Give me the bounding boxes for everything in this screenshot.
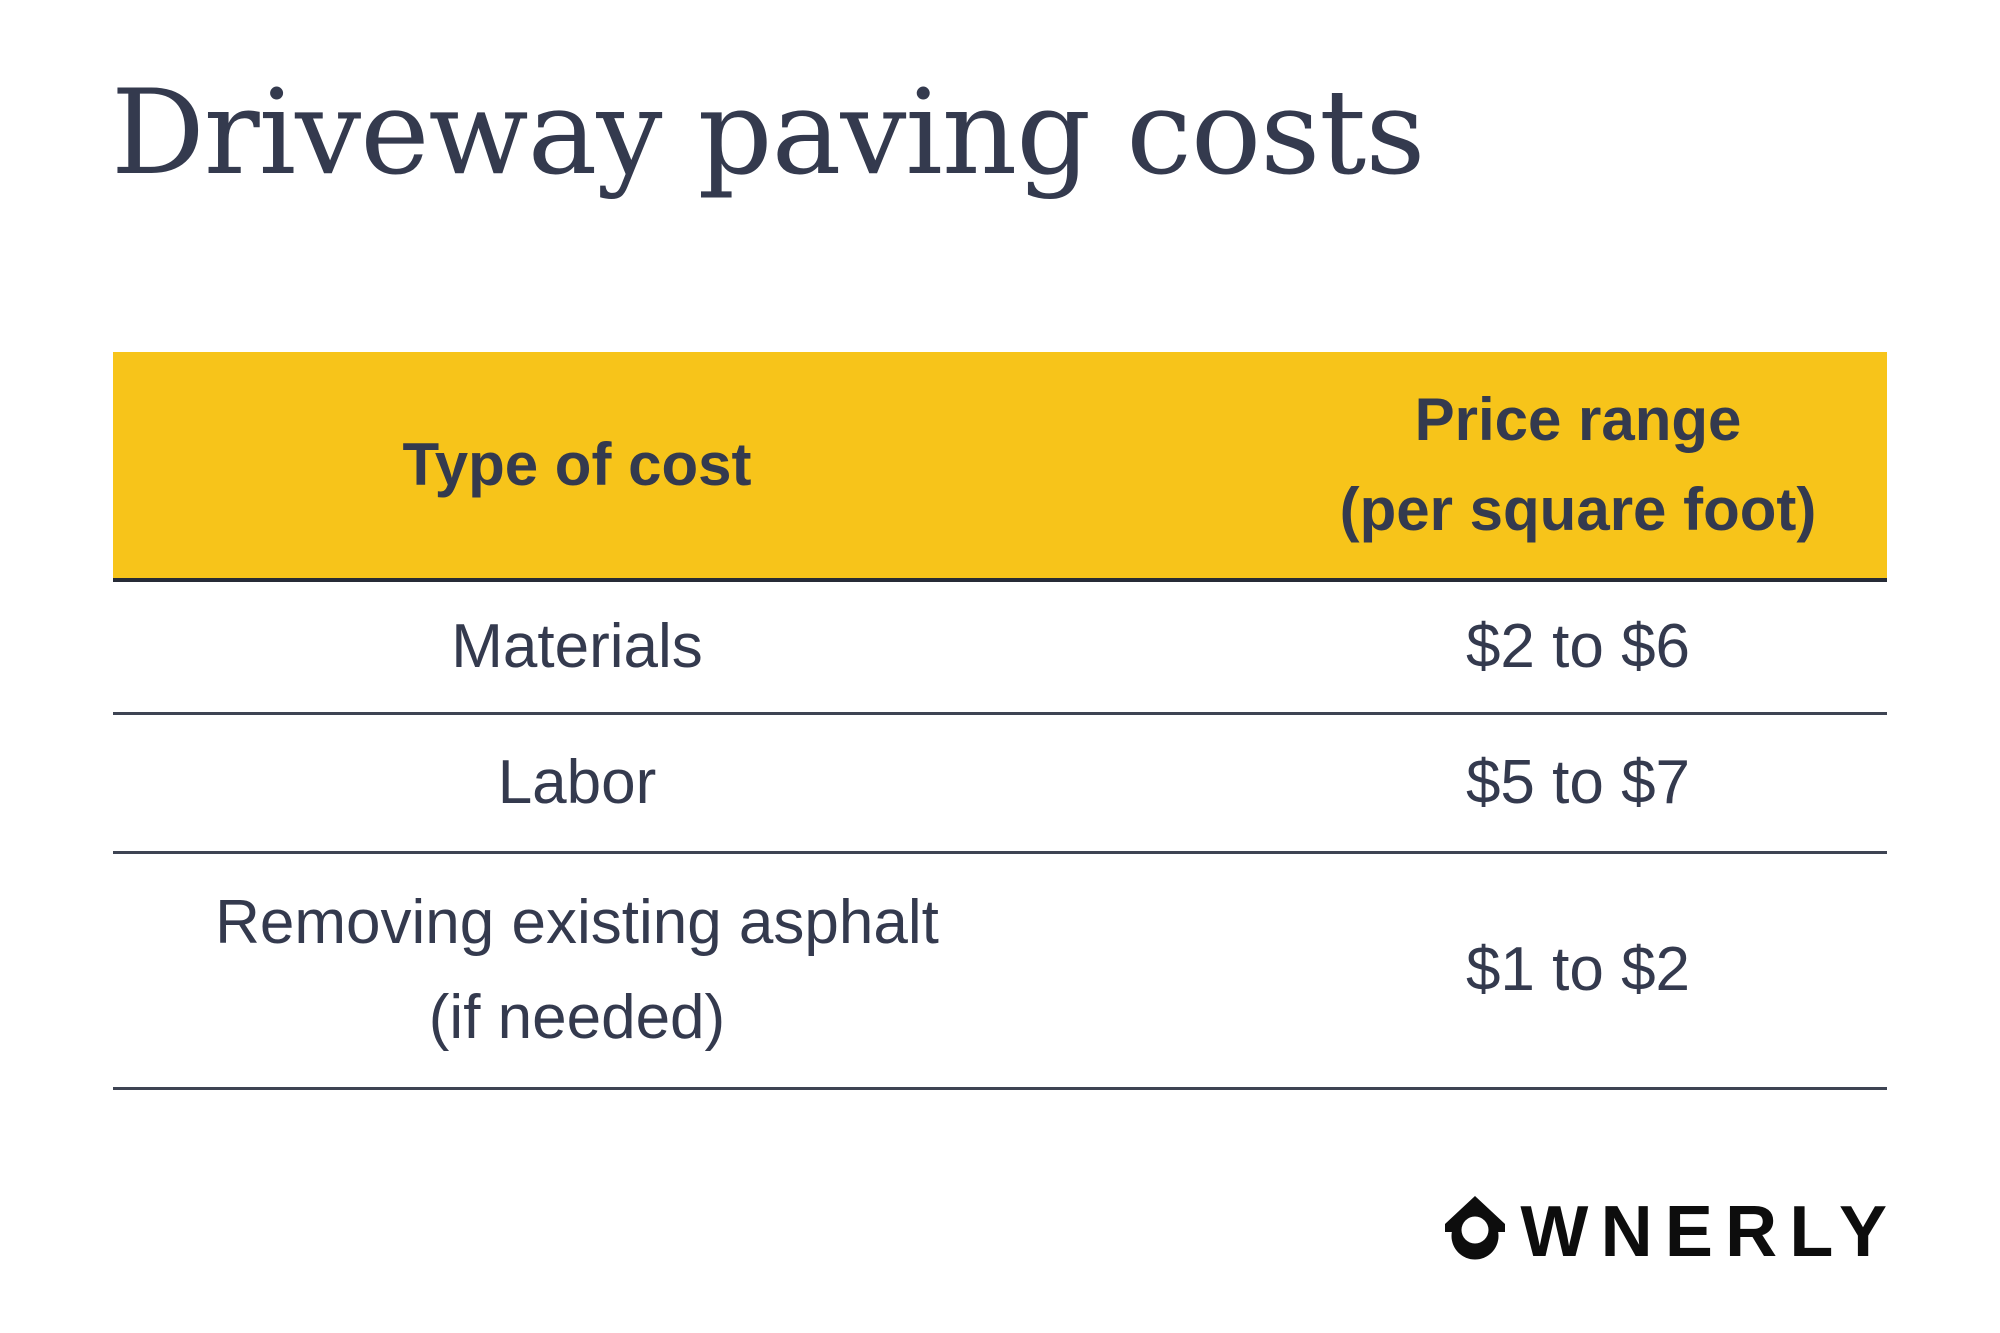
ownerly-wordmark: WNERLY <box>1520 1192 1900 1272</box>
page-title: Driveway paving costs <box>111 64 1425 201</box>
row-label-line2: (if needed) <box>428 982 726 1052</box>
header-price-range: Price range (per square foot) <box>1269 352 1887 578</box>
header-type-of-cost: Type of cost <box>113 352 1041 578</box>
header-type-of-cost-label: Type of cost <box>402 431 752 498</box>
ownerly-logo: WNERLY <box>1445 1183 1887 1273</box>
table-row-removing-asphalt: Removing existing asphalt (if needed) $1… <box>113 854 1887 1090</box>
header-price-range-line2: (per square foot) <box>1339 476 1817 543</box>
cost-table: Type of cost Price range (per square foo… <box>113 352 1887 1090</box>
ownerly-house-icon <box>1445 1196 1506 1260</box>
row-value: $2 to $6 <box>1269 582 1887 712</box>
row-value: $5 to $7 <box>1269 715 1887 851</box>
row-value-text: $5 to $7 <box>1465 747 1691 817</box>
row-label-line1: Removing existing asphalt <box>215 888 939 958</box>
row-value: $1 to $2 <box>1269 854 1887 1087</box>
header-price-range-line1: Price range <box>1414 386 1742 453</box>
row-label: Materials <box>113 582 1041 712</box>
table-row-labor: Labor $5 to $7 <box>113 715 1887 854</box>
row-label-text: Materials <box>451 611 703 681</box>
table-header-row: Type of cost Price range (per square foo… <box>113 352 1887 582</box>
table-row-materials: Materials $2 to $6 <box>113 582 1887 715</box>
row-value-text: $1 to $2 <box>1465 935 1691 1005</box>
row-label: Labor <box>113 715 1041 851</box>
row-label: Removing existing asphalt (if needed) <box>113 854 1041 1087</box>
row-value-text: $2 to $6 <box>1465 611 1691 681</box>
row-label-text: Labor <box>497 747 657 817</box>
